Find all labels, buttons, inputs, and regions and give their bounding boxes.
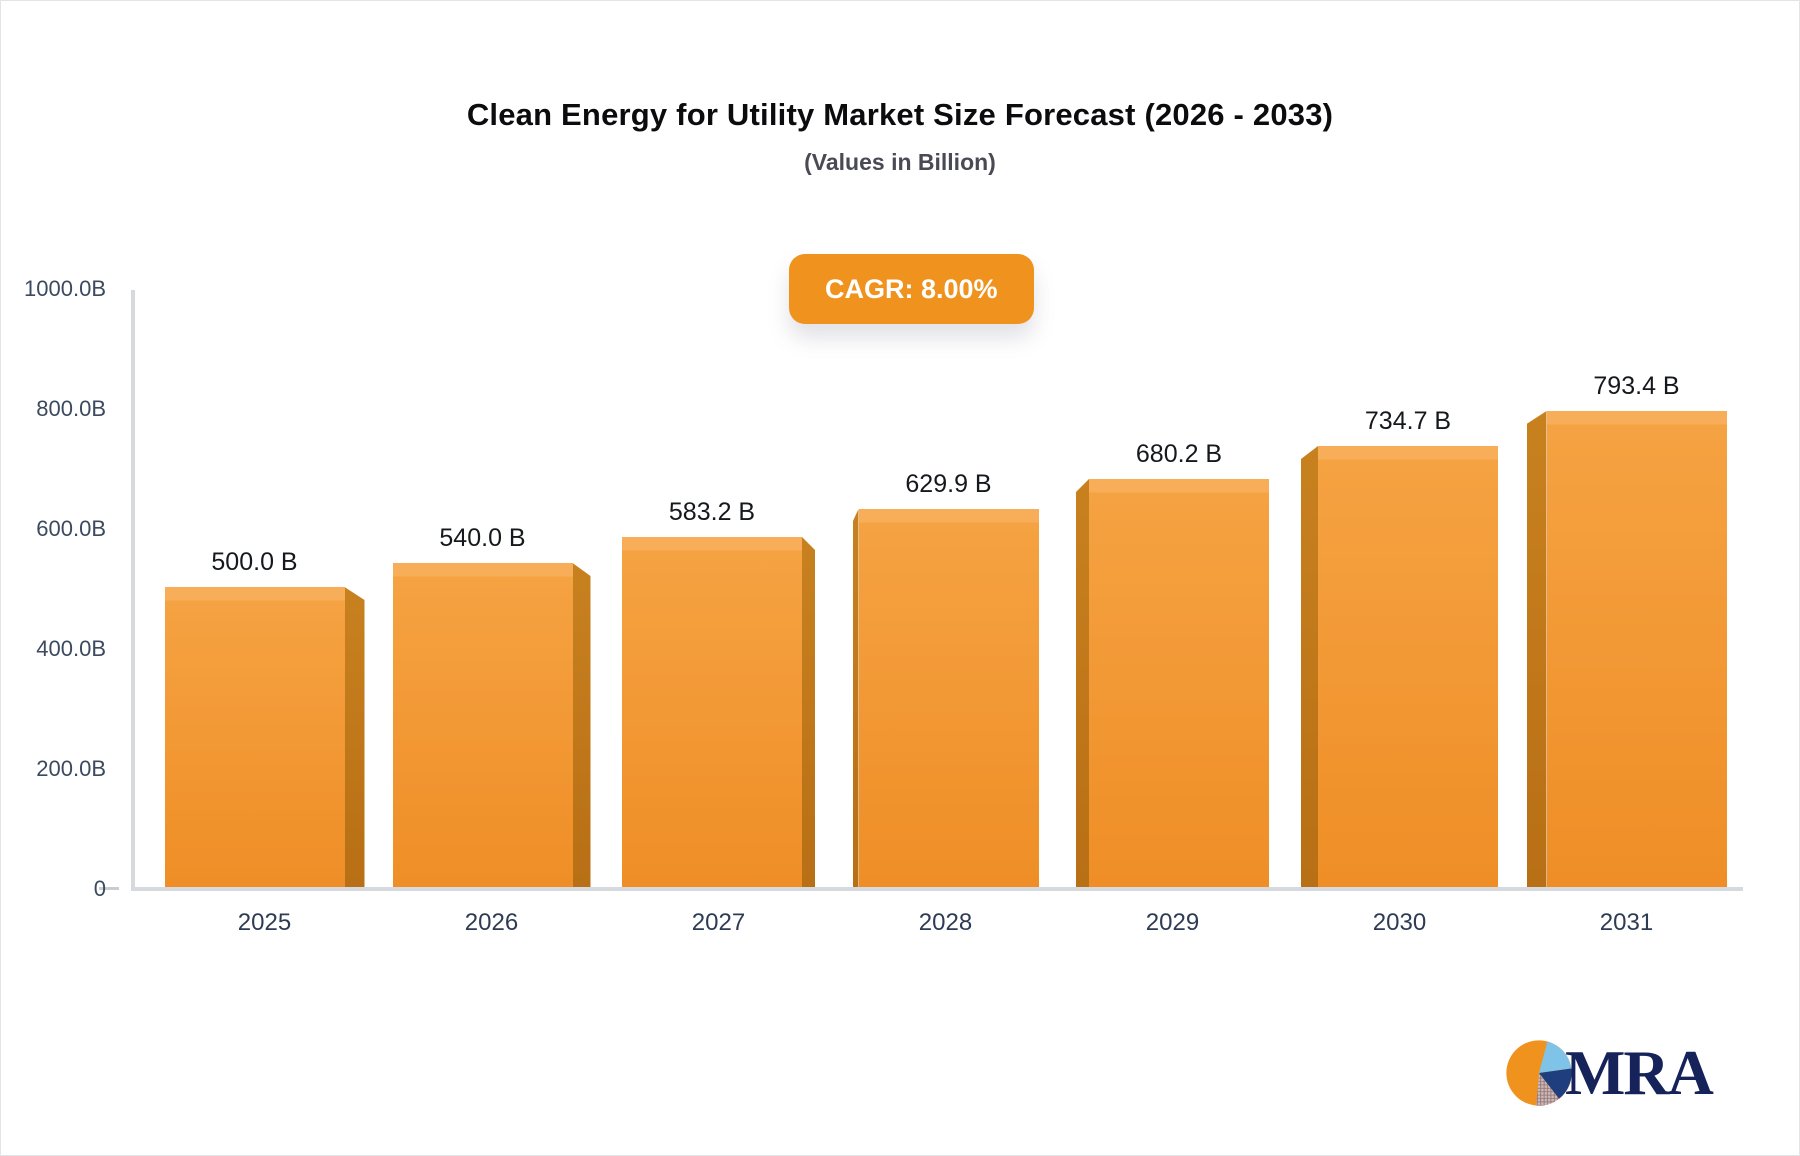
bar-3d-side-face [1076,479,1089,887]
chart-title: Clean Energy for Utility Market Size For… [466,97,1334,132]
zero-tick-mark [99,887,119,890]
y-tick-label: 1000.0B [24,276,106,301]
bar-3d-side-face [852,509,859,887]
bar[interactable]: 500.0 B [164,548,365,887]
bar-front-face [392,563,573,887]
bar-slot: 540.0 B [378,524,605,887]
bar[interactable]: 583.2 B [622,498,815,887]
chart-subtitle: (Values in Billion) [804,149,996,175]
bar-slot: 793.4 B [1513,372,1740,887]
brand-logo[interactable]: MRA [1505,1035,1714,1111]
bar-front-face [622,537,802,887]
x-axis-category-label: 2025 [237,909,292,936]
bar-3d-side-face [1301,446,1318,887]
bar-value-label: 540.0 B [439,524,526,552]
x-axis-category-label: 2026 [464,909,519,936]
bar-3d-side-face [802,537,815,887]
bar-front-face [1318,446,1498,887]
bar-3d-side-face [572,563,591,887]
bar-slot: 500.0 B [151,548,378,887]
y-tick-label: 600.0B [36,516,106,541]
bar-slot: 629.9 B [832,470,1059,887]
bar-slot: 734.7 B [1286,407,1513,887]
bar-value-label: 500.0 B [211,548,298,576]
bar-value-label: 680.2 B [1135,440,1223,468]
bar[interactable]: 540.0 B [392,524,591,887]
bar-3d-side-face [344,587,365,887]
y-axis-line [131,290,135,889]
bar-front-face [858,509,1039,887]
x-axis-category-label: 2031 [1599,909,1654,936]
x-axis-category-label: 2029 [1145,909,1200,936]
x-axis-category-label: 2028 [918,909,973,936]
bar-value-label: 583.2 B [668,498,756,526]
pie-chart-logo-icon [1506,1040,1572,1106]
bar[interactable]: 629.9 B [852,470,1039,887]
bar-value-label: 629.9 B [905,470,992,498]
bar[interactable]: 680.2 B [1076,440,1269,887]
bar-front-face [164,587,345,887]
x-axis-line [131,887,1743,891]
bar-3d-side-face [1526,411,1547,887]
bar-front-face [1546,411,1727,887]
brand-logo-text: MRA [1565,1037,1714,1108]
y-tick-label: 400.0B [36,636,106,661]
y-tick-label: 800.0B [36,396,106,421]
x-axis-category-label: 2030 [1372,909,1427,936]
bar-value-label: 793.4 B [1593,372,1680,400]
bar[interactable]: 734.7 B [1301,407,1498,887]
bar-value-label: 734.7 B [1364,407,1452,435]
bar-front-face [1089,479,1269,887]
y-tick-label: 0 [93,876,106,901]
bar-slot: 583.2 B [605,498,832,887]
bar[interactable]: 793.4 B [1526,372,1727,887]
y-tick-label: 200.0B [36,756,106,781]
cagr-badge: CAGR: 8.00% [789,254,1034,324]
bar-slot: 680.2 B [1059,440,1286,887]
x-axis-category-label: 2027 [691,909,746,936]
